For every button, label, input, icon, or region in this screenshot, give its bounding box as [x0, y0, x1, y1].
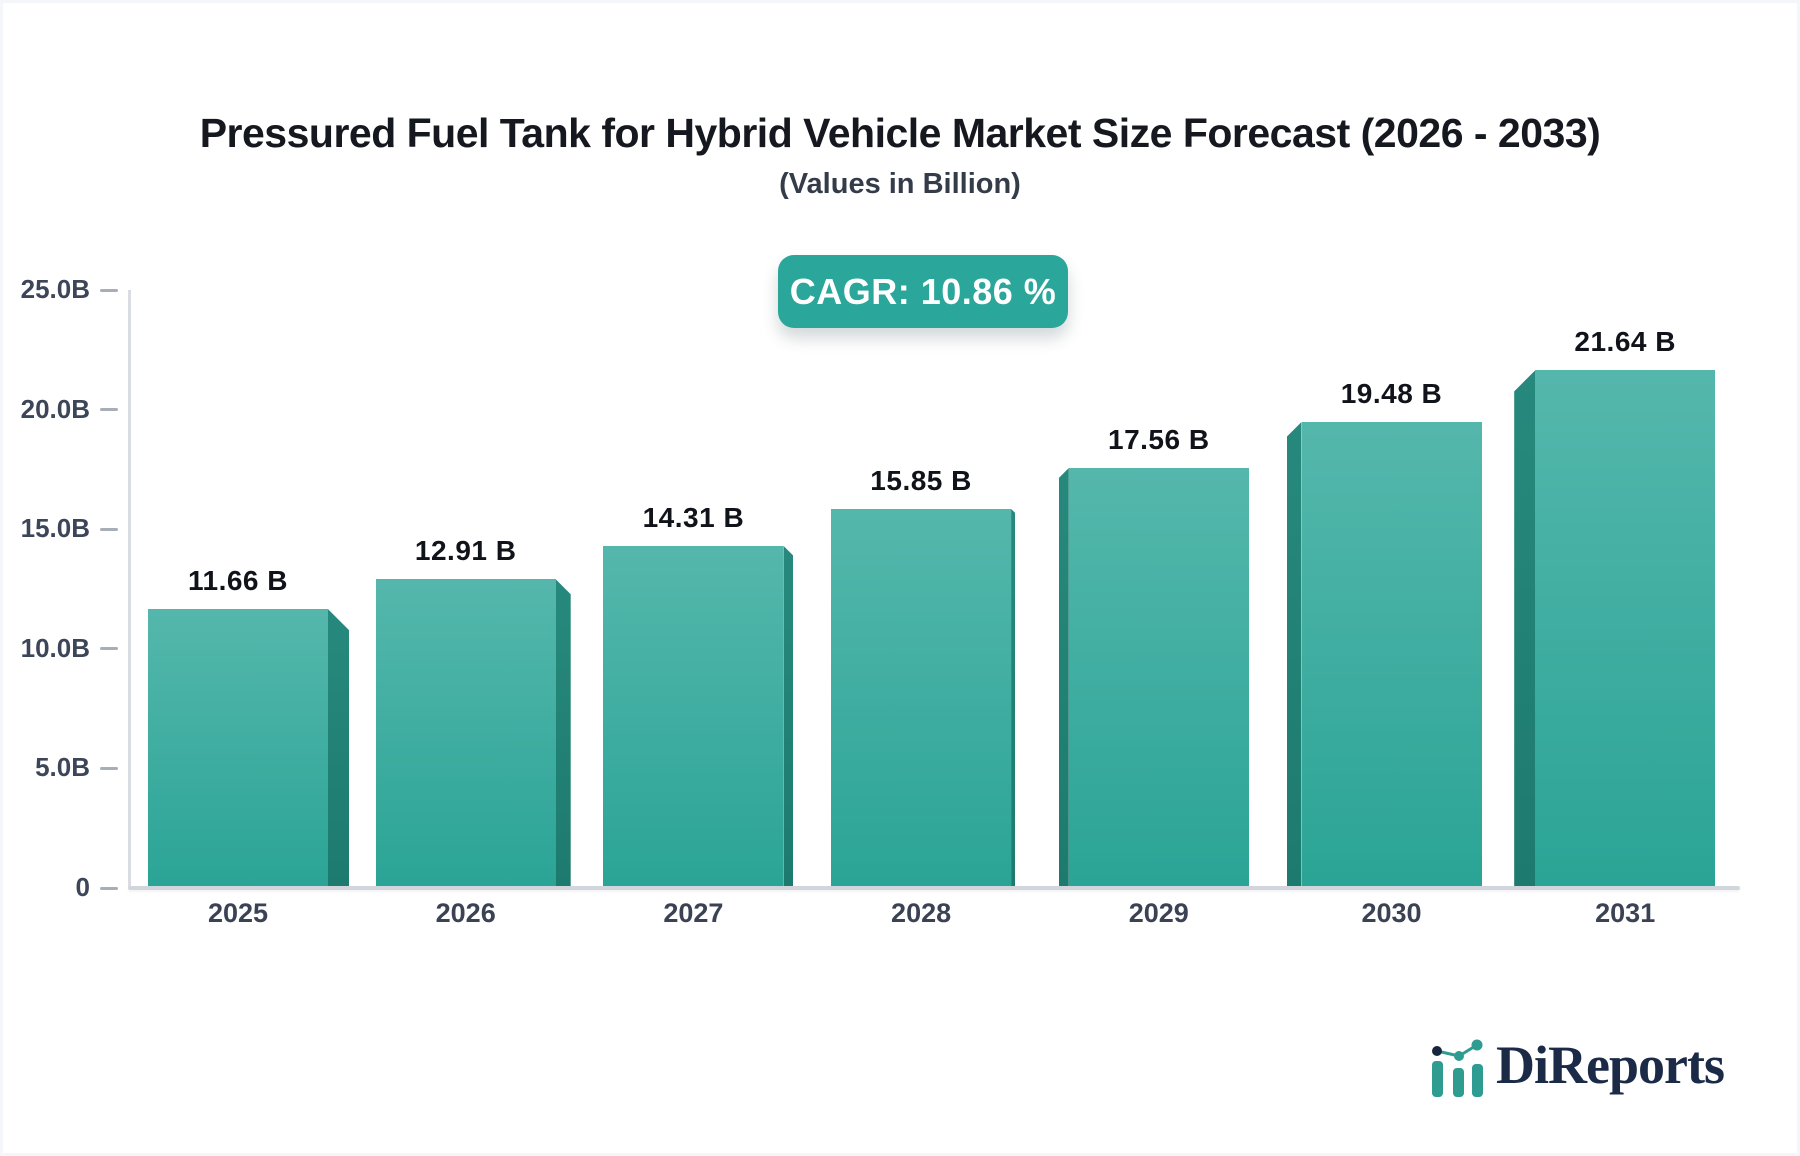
- x-tick-label: 2031: [1595, 898, 1656, 928]
- y-tick-mark: [100, 766, 118, 770]
- y-tick-label: 0: [75, 872, 90, 902]
- bar-side-2025: [328, 609, 349, 888]
- bar-side-2027: [783, 545, 794, 888]
- y-tick-label: 10.0B: [20, 632, 90, 663]
- bar-side-2031: [1514, 370, 1536, 888]
- y-tick-label: 25.0B: [20, 274, 90, 304]
- bar-value-label: 12.91 B: [414, 535, 517, 567]
- bar-side-2026: [555, 579, 571, 888]
- chart-subtitle: (Values in Billion): [779, 168, 1021, 200]
- bar-2029: [1068, 467, 1249, 888]
- bar-value-label: 11.66 B: [187, 565, 289, 597]
- bar-value-label: 14.31 B: [642, 501, 745, 533]
- bar-2027: [603, 545, 784, 888]
- cagr-badge: CAGR: 10.86 %: [778, 255, 1068, 328]
- y-tick-mark: [100, 288, 118, 292]
- x-tick-label: 2028: [891, 898, 952, 928]
- x-tick-label: 2027: [663, 898, 724, 928]
- bar-value-label: 15.85 B: [870, 464, 972, 496]
- y-tick-mark: [100, 647, 118, 651]
- x-tick-label: 2026: [435, 898, 496, 928]
- bar-side-2030: [1286, 422, 1302, 888]
- x-tick-label: 2025: [207, 898, 269, 928]
- y-tick-mark: [100, 527, 118, 531]
- mini-bar-chart-icon: [1432, 1039, 1483, 1097]
- y-tick-label: 20.0B: [20, 393, 90, 424]
- y-tick-mark: [100, 408, 118, 412]
- x-tick-label: 2029: [1128, 898, 1189, 928]
- bar-value-label: 19.48 B: [1340, 378, 1443, 410]
- brand-logo: DiReports: [1430, 1030, 1725, 1100]
- bar-side-2028: [1011, 508, 1016, 888]
- y-tick-label: 15.0B: [20, 513, 90, 544]
- x-axis-line: [128, 886, 1740, 890]
- bar-value-label: 21.64 B: [1574, 326, 1676, 358]
- bar-2025: [148, 609, 328, 888]
- bar-2026: [375, 579, 556, 888]
- chart-title: Pressured Fuel Tank for Hybrid Vehicle M…: [199, 110, 1601, 156]
- bar-side-2029: [1058, 467, 1069, 888]
- y-axis-line: [128, 290, 131, 888]
- bar-2028: [831, 508, 1012, 888]
- brand-logo-text: DiReports: [1496, 1035, 1725, 1095]
- bar-value-label: 17.56 B: [1108, 423, 1210, 455]
- bar-2030: [1301, 422, 1482, 888]
- bar-2031: [1535, 370, 1716, 888]
- y-tick-label: 5.0B: [35, 752, 90, 783]
- x-tick-label: 2030: [1361, 898, 1422, 928]
- y-tick-mark: [100, 886, 118, 890]
